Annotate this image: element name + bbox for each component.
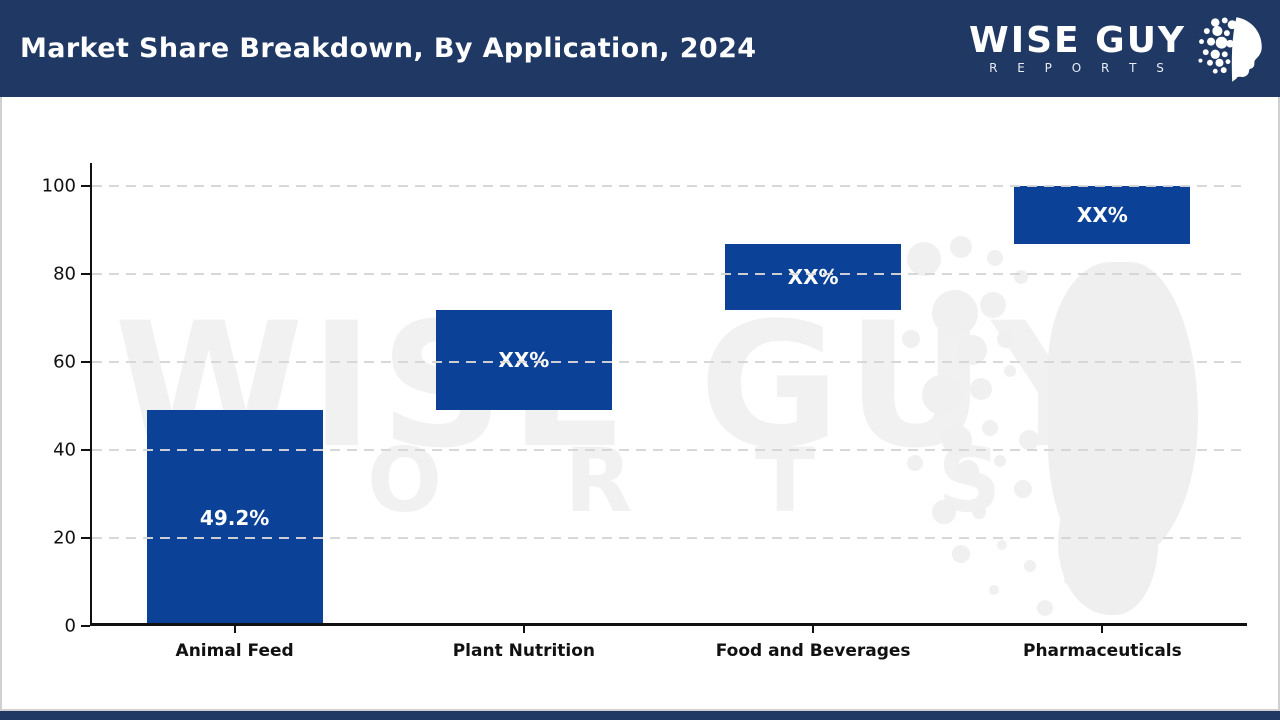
logo-subtitle: R E P O R T S: [989, 61, 1172, 75]
watermark-dot: [982, 420, 998, 436]
watermark-dot: [907, 455, 923, 471]
watermark-dot: [994, 455, 1006, 467]
y-tick-20: [81, 537, 90, 539]
x-category-label-food-and-beverages: Food and Beverages: [715, 641, 911, 661]
watermark-dot: [950, 236, 972, 258]
logo-text: WISE GUY R E P O R T S: [968, 20, 1186, 75]
x-tick-pharmaceuticals: [1101, 626, 1104, 633]
footer-bar: [0, 711, 1280, 720]
y-axis-spine: [90, 163, 92, 626]
x-tick-plant-nutrition: [522, 626, 525, 633]
y-tick-label-100: 100: [41, 175, 76, 197]
x-tick-animal-feed: [233, 626, 236, 633]
page-title: Market Share Breakdown, By Application, …: [20, 33, 757, 64]
bar-value-label: XX%: [1076, 202, 1128, 227]
logo-head-icon: [1198, 16, 1262, 82]
watermark-dot: [957, 335, 987, 365]
wise-guy-logo: WISE GUY R E P O R T S: [969, 9, 1266, 89]
watermark-dot: [989, 585, 999, 595]
watermark-dot: [907, 242, 941, 276]
watermark-dot: [957, 460, 979, 482]
bar-food-and-beverages: XX%: [725, 243, 902, 310]
watermark-dot: [932, 290, 978, 336]
watermark-dot: [952, 545, 970, 563]
y-tick-0: [81, 625, 90, 627]
watermark-dot: [922, 375, 962, 415]
watermark-dot: [902, 330, 920, 348]
watermark-dot: [932, 500, 956, 524]
x-category-label-plant-nutrition: Plant Nutrition: [452, 641, 596, 661]
gridline-80: [92, 273, 1244, 275]
chart-area: WISE GUY P O R T S 49.2% Animal Feed XX% Pl…: [0, 97, 1280, 711]
y-tick-label-20: 20: [53, 527, 76, 549]
watermark-dot: [997, 540, 1007, 550]
x-axis-spine: [90, 623, 1247, 626]
gridline-100: [92, 185, 1244, 187]
y-tick-80: [81, 273, 90, 275]
bar-pharmaceuticals: XX%: [1014, 186, 1191, 244]
x-category-label-pharmaceuticals: Pharmaceuticals: [1022, 641, 1182, 661]
watermark-face-shape: [1058, 465, 1158, 615]
y-tick-label-60: 60: [53, 351, 76, 373]
bar-value-label: XX%: [787, 264, 839, 289]
watermark-dot: [972, 505, 986, 519]
y-tick-60: [81, 361, 90, 363]
bar-plant-nutrition: XX%: [435, 309, 612, 410]
bar-value-label: XX%: [498, 347, 550, 372]
x-tick-food-and-beverages: [812, 626, 815, 633]
y-tick-label-40: 40: [53, 439, 76, 461]
watermark-dot: [1019, 430, 1039, 450]
plot-area: 49.2% Animal Feed XX% Plant Nutrition XX% Foo…: [42, 163, 1247, 661]
bar-animal-feed: 49.2%: [146, 409, 323, 626]
watermark-dot: [997, 330, 1015, 348]
watermark-dot: [980, 292, 1006, 318]
bar-value-label: 49.2%: [199, 505, 270, 530]
y-tick-100: [81, 185, 90, 187]
watermark-dot: [987, 250, 1003, 266]
watermark-dot: [1024, 560, 1036, 572]
y-tick-40: [81, 449, 90, 451]
watermark-dot: [970, 378, 992, 400]
gridline-60: [92, 361, 1244, 363]
gridline-20: [92, 537, 1244, 539]
y-tick-label-80: 80: [53, 263, 76, 285]
watermark-dot: [1014, 480, 1032, 498]
gridline-40: [92, 449, 1244, 451]
header-bar: Market Share Breakdown, By Application, …: [0, 0, 1280, 97]
logo-wordmark: WISE GUY: [968, 20, 1186, 61]
x-category-label-animal-feed: Animal Feed: [175, 641, 294, 661]
watermark-dot: [1037, 600, 1053, 616]
watermark-dot: [1004, 365, 1016, 377]
y-tick-label-0: 0: [64, 615, 76, 637]
